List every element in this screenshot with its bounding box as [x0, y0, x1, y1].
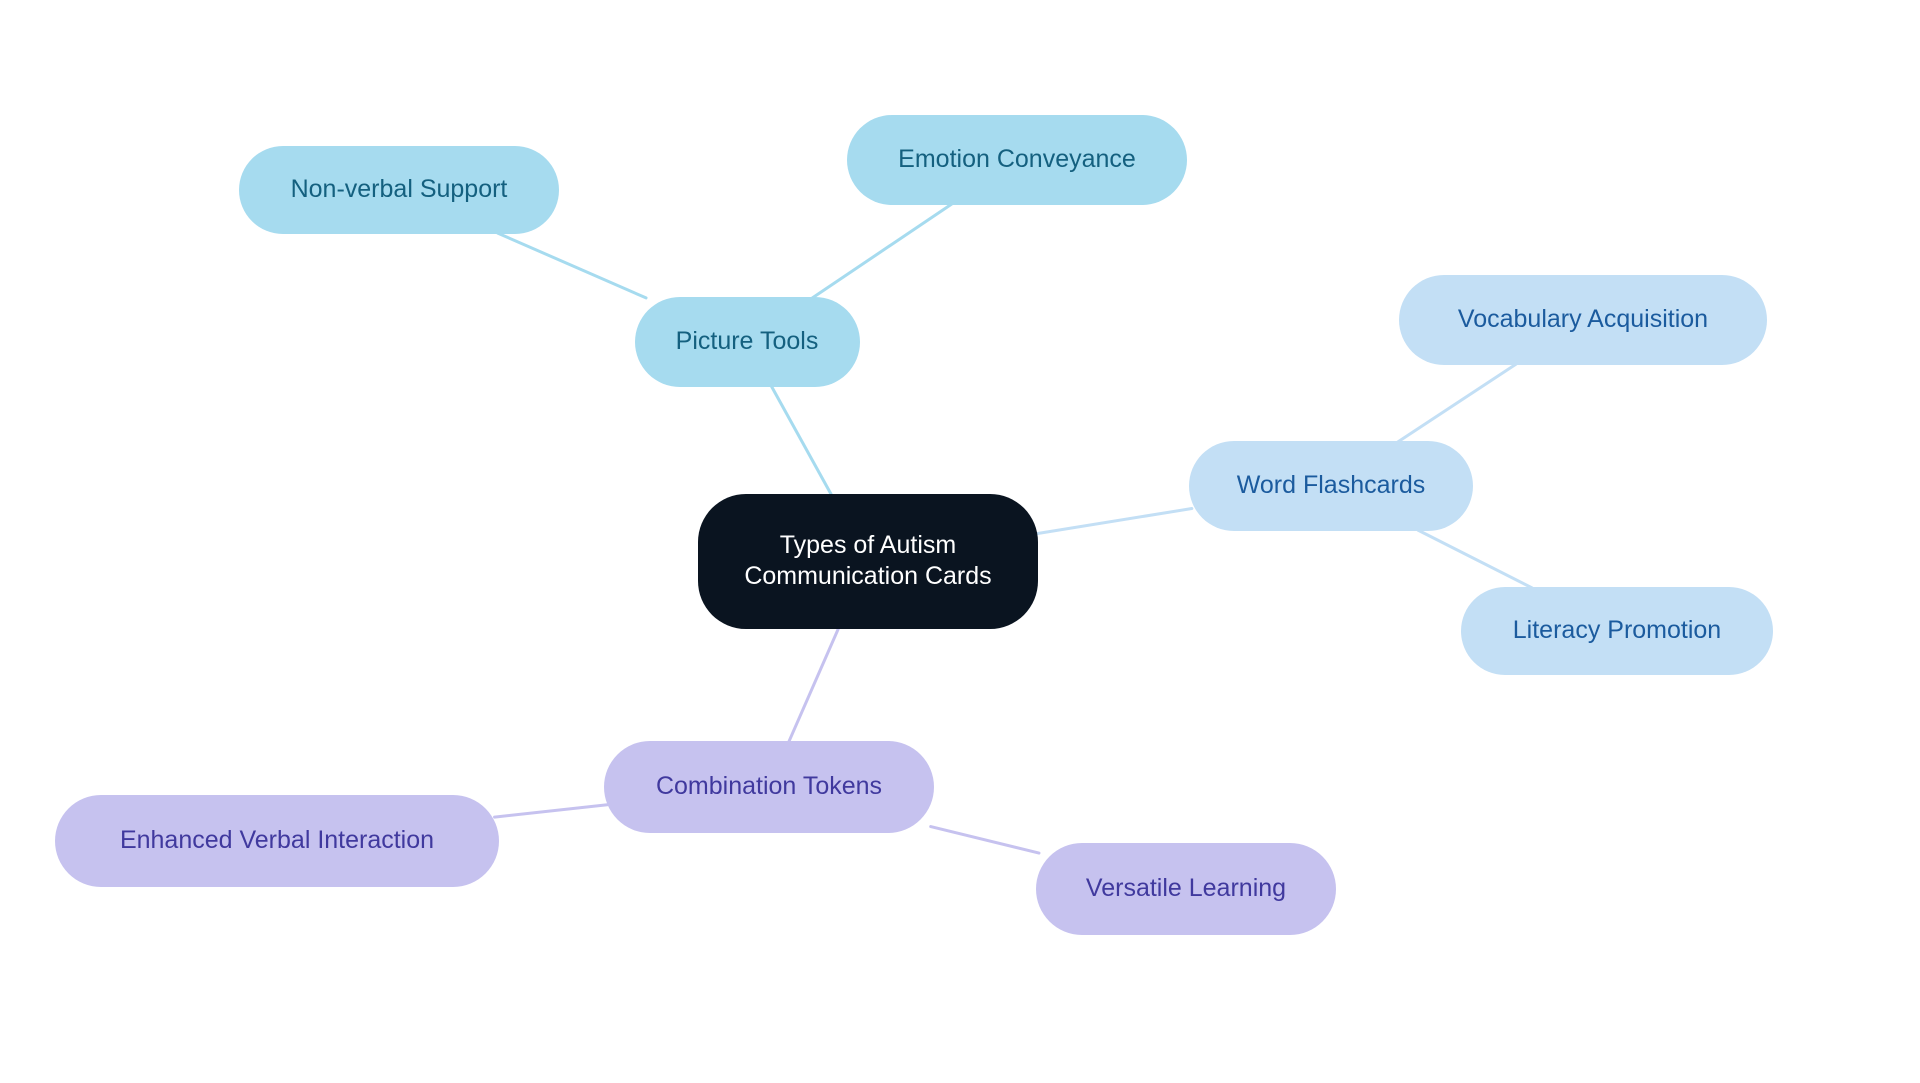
edge — [1398, 364, 1516, 442]
node-label: Emotion Conveyance — [898, 144, 1136, 175]
node-label: Picture Tools — [676, 326, 819, 357]
node-combination: Combination Tokens — [604, 741, 934, 833]
node-picture-tools: Picture Tools — [635, 297, 860, 387]
node-label: Enhanced Verbal Interaction — [120, 825, 434, 856]
node-label: Combination Tokens — [656, 771, 882, 802]
diagram-canvas: Types of Autism Communication Cards Pictu… — [0, 0, 1920, 1083]
edge — [1418, 530, 1532, 588]
node-versatile: Versatile Learning — [1036, 843, 1336, 935]
edge — [1035, 509, 1192, 534]
node-literacy: Literacy Promotion — [1461, 587, 1773, 675]
edge — [771, 386, 831, 495]
edge — [498, 233, 646, 298]
node-emotion: Emotion Conveyance — [847, 115, 1187, 205]
edge — [789, 627, 839, 742]
node-label: Word Flashcards — [1237, 470, 1426, 501]
node-nonverbal: Non-verbal Support — [239, 146, 559, 234]
node-vocab: Vocabulary Acquisition — [1399, 275, 1767, 365]
edge — [812, 204, 951, 298]
node-root: Types of Autism Communication Cards — [698, 494, 1038, 629]
node-label: Vocabulary Acquisition — [1458, 304, 1708, 335]
node-label: Non-verbal Support — [291, 174, 508, 205]
node-word-flashcards: Word Flashcards — [1189, 441, 1473, 531]
node-label: Literacy Promotion — [1513, 615, 1721, 646]
node-enhanced: Enhanced Verbal Interaction — [55, 795, 499, 887]
node-label: Versatile Learning — [1086, 873, 1286, 904]
edge — [495, 805, 608, 817]
edge — [931, 827, 1039, 853]
node-label: Types of Autism Communication Cards — [744, 530, 991, 593]
